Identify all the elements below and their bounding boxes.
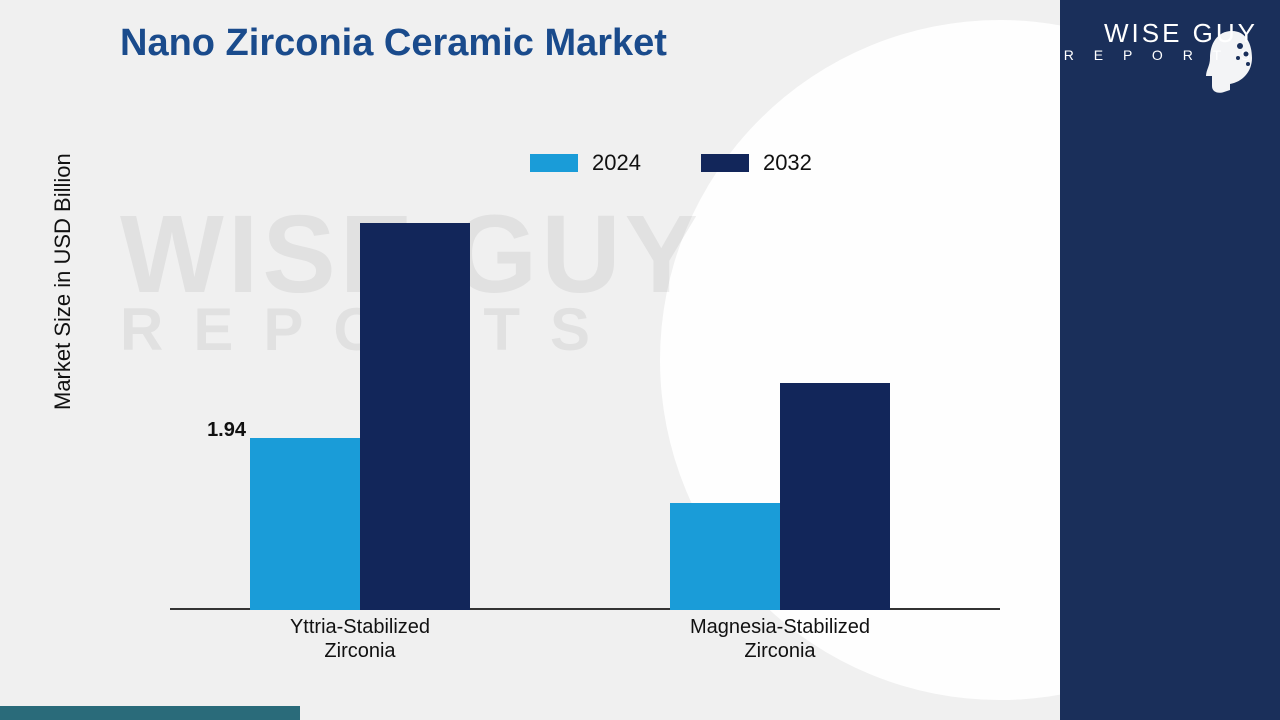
bottom-accent-bar	[0, 706, 300, 720]
legend-swatch-2024	[530, 154, 578, 172]
bar-value-label: 1.94	[192, 419, 246, 442]
y-axis-label: Market Size in USD Billion	[50, 153, 76, 410]
legend-label-2024: 2024	[592, 150, 641, 176]
chart-area: Market Size in USD Billion 2024 2032 1.9…	[60, 150, 1020, 670]
bar-2024	[670, 503, 780, 610]
chart-title: Nano Zirconia Ceramic Market	[120, 22, 667, 65]
bar-2024	[250, 438, 360, 610]
legend-label-2032: 2032	[763, 150, 812, 176]
logo-head-icon	[1202, 26, 1262, 96]
page-root: WISE GUY R E P O R T S Nano Zirconia Cer…	[0, 0, 1280, 720]
right-band	[1060, 0, 1280, 720]
legend-item-2024: 2024	[530, 150, 641, 176]
legend-item-2032: 2032	[701, 150, 812, 176]
bar-2032	[360, 223, 470, 610]
plot-region: 1.94	[170, 200, 1000, 610]
bar-2032	[780, 383, 890, 610]
x-category-label: Yttria-StabilizedZirconia	[250, 615, 470, 663]
x-category-label: Magnesia-StabilizedZirconia	[670, 615, 890, 663]
legend-swatch-2032	[701, 154, 749, 172]
legend: 2024 2032	[530, 150, 812, 176]
